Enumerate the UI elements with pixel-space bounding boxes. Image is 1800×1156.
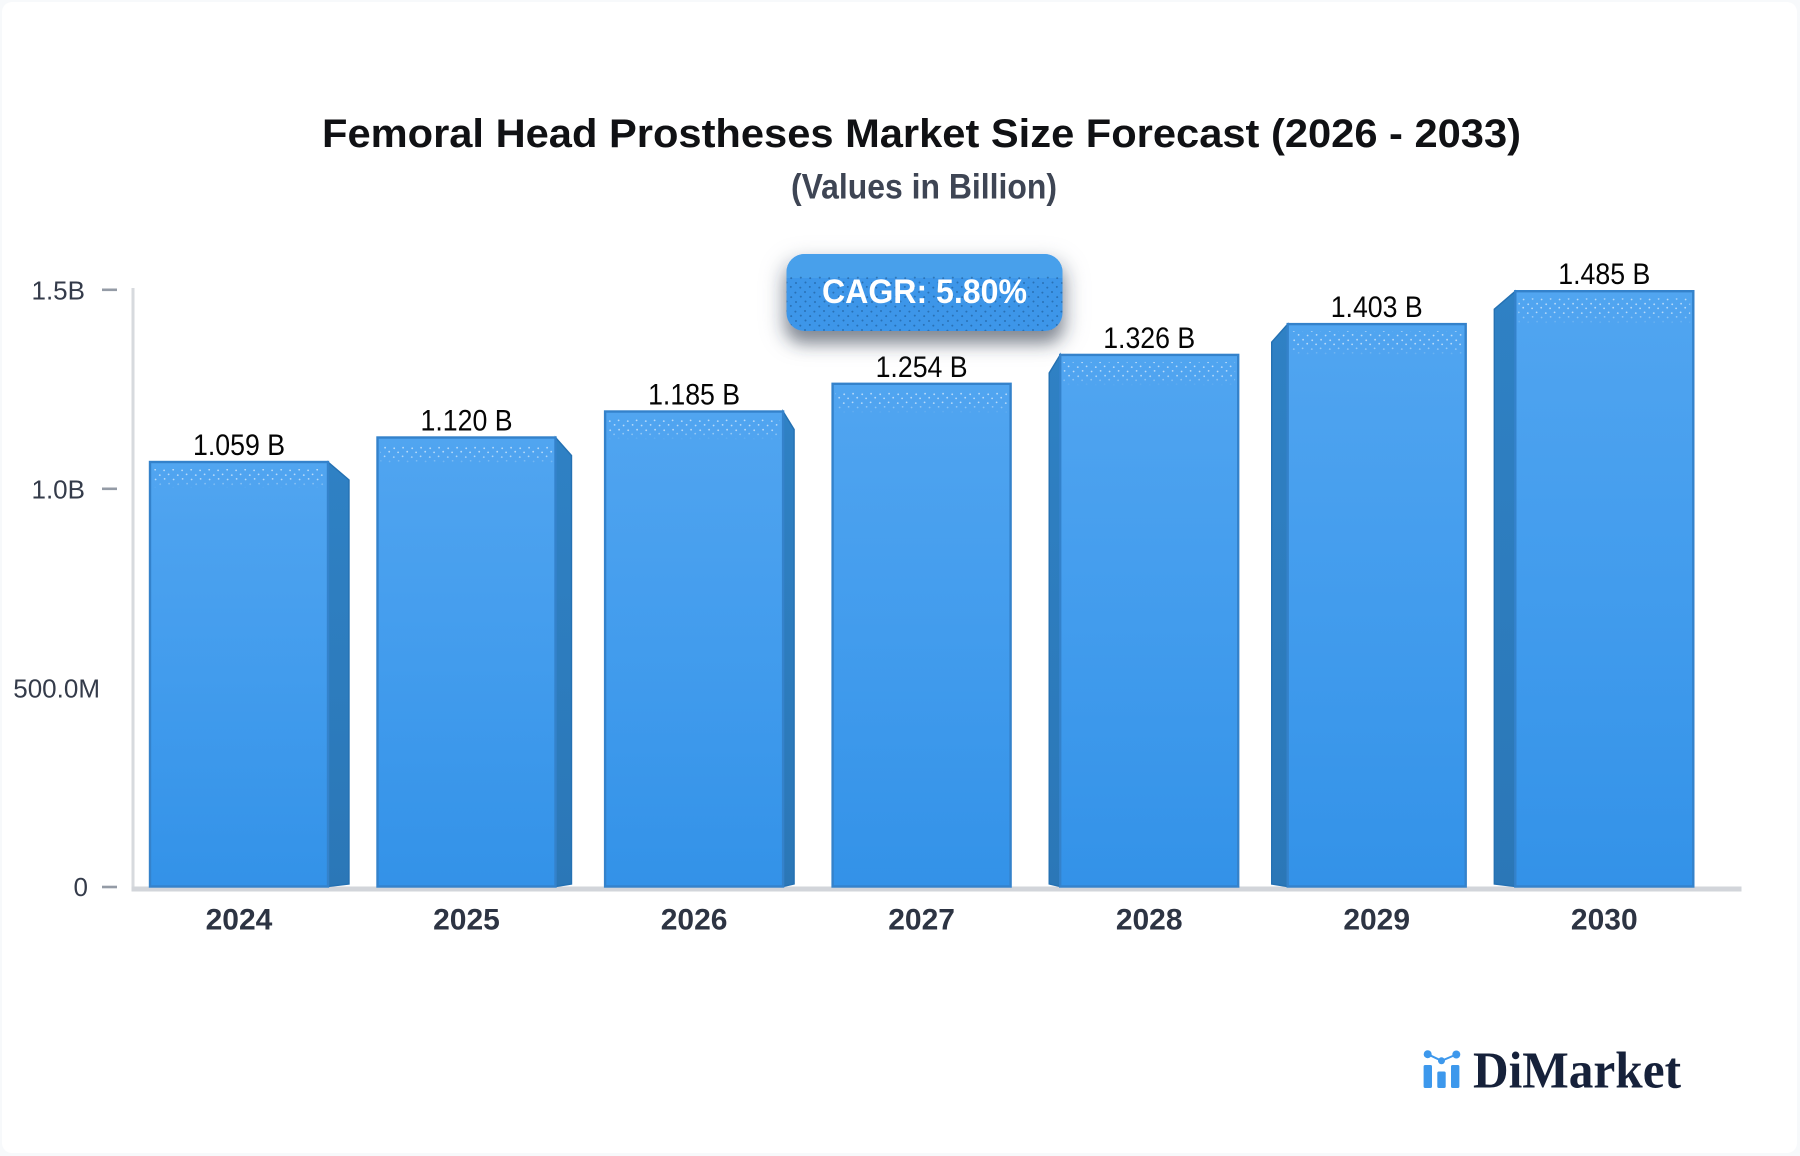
svg-text:1.403 B: 1.403 B <box>1331 291 1423 324</box>
svg-text:1.5B: 1.5B <box>32 275 86 305</box>
svg-text:1.059 B: 1.059 B <box>193 429 285 462</box>
svg-text:2024: 2024 <box>206 904 273 937</box>
svg-text:2027: 2027 <box>888 904 955 937</box>
svg-text:2030: 2030 <box>1571 904 1638 937</box>
svg-text:1.185 B: 1.185 B <box>648 379 740 412</box>
svg-text:1.485 B: 1.485 B <box>1558 258 1650 291</box>
svg-text:500.0M: 500.0M <box>13 673 100 703</box>
svg-text:Femoral Head Prostheses Market: Femoral Head Prostheses Market Size Fore… <box>322 112 1521 156</box>
svg-text:1.326 B: 1.326 B <box>1103 322 1195 355</box>
svg-text:2026: 2026 <box>661 904 728 937</box>
svg-text:DiMarket: DiMarket <box>1473 1043 1682 1100</box>
svg-text:(Values in Billion): (Values in Billion) <box>791 167 1057 206</box>
svg-text:0: 0 <box>74 872 88 902</box>
svg-text:CAGR: 5.80%: CAGR: 5.80% <box>822 273 1027 311</box>
svg-text:1.0B: 1.0B <box>32 474 86 504</box>
svg-text:1.254 B: 1.254 B <box>876 351 968 384</box>
svg-text:2025: 2025 <box>433 904 500 937</box>
svg-text:2029: 2029 <box>1343 904 1410 937</box>
svg-text:1.120 B: 1.120 B <box>421 405 513 438</box>
svg-text:2028: 2028 <box>1116 904 1183 937</box>
